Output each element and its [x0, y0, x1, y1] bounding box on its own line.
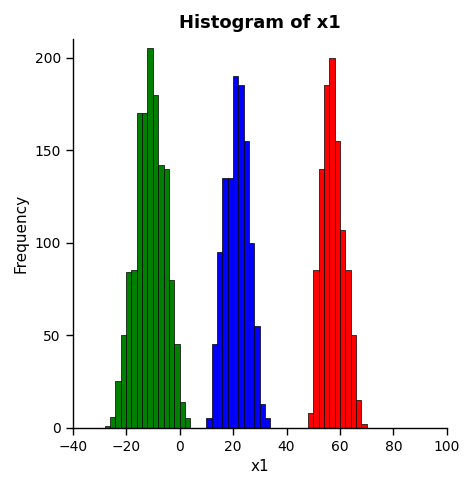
Bar [329, 58, 335, 428]
Bar [356, 400, 361, 428]
Bar [115, 382, 121, 428]
Bar [265, 419, 271, 428]
Bar [351, 335, 356, 428]
Bar [313, 270, 319, 428]
Y-axis label: Frequency: Frequency [14, 194, 29, 273]
Bar [319, 168, 324, 428]
Bar [212, 345, 217, 428]
Bar [153, 95, 158, 428]
Bar [158, 165, 164, 428]
Bar [222, 178, 228, 428]
Bar [335, 141, 340, 428]
Bar [238, 85, 244, 428]
Bar [346, 270, 351, 428]
Bar [142, 113, 147, 428]
Bar [137, 113, 142, 428]
Bar [361, 424, 367, 428]
Bar [169, 280, 174, 428]
Bar [174, 345, 180, 428]
Bar [185, 419, 190, 428]
Bar [121, 335, 126, 428]
Bar [105, 426, 110, 428]
Bar [249, 243, 255, 428]
Bar [147, 48, 153, 428]
Bar [308, 413, 313, 428]
Bar [233, 76, 238, 428]
Bar [228, 178, 233, 428]
Bar [324, 85, 329, 428]
Bar [255, 326, 260, 428]
Bar [126, 272, 131, 428]
Title: Histogram of x1: Histogram of x1 [179, 14, 341, 32]
Bar [260, 404, 265, 428]
Bar [164, 168, 169, 428]
Bar [131, 270, 137, 428]
Bar [244, 141, 249, 428]
Bar [217, 252, 222, 428]
Bar [180, 402, 185, 428]
Bar [206, 419, 212, 428]
Bar [340, 230, 346, 428]
X-axis label: x1: x1 [250, 459, 269, 474]
Bar [110, 417, 115, 428]
